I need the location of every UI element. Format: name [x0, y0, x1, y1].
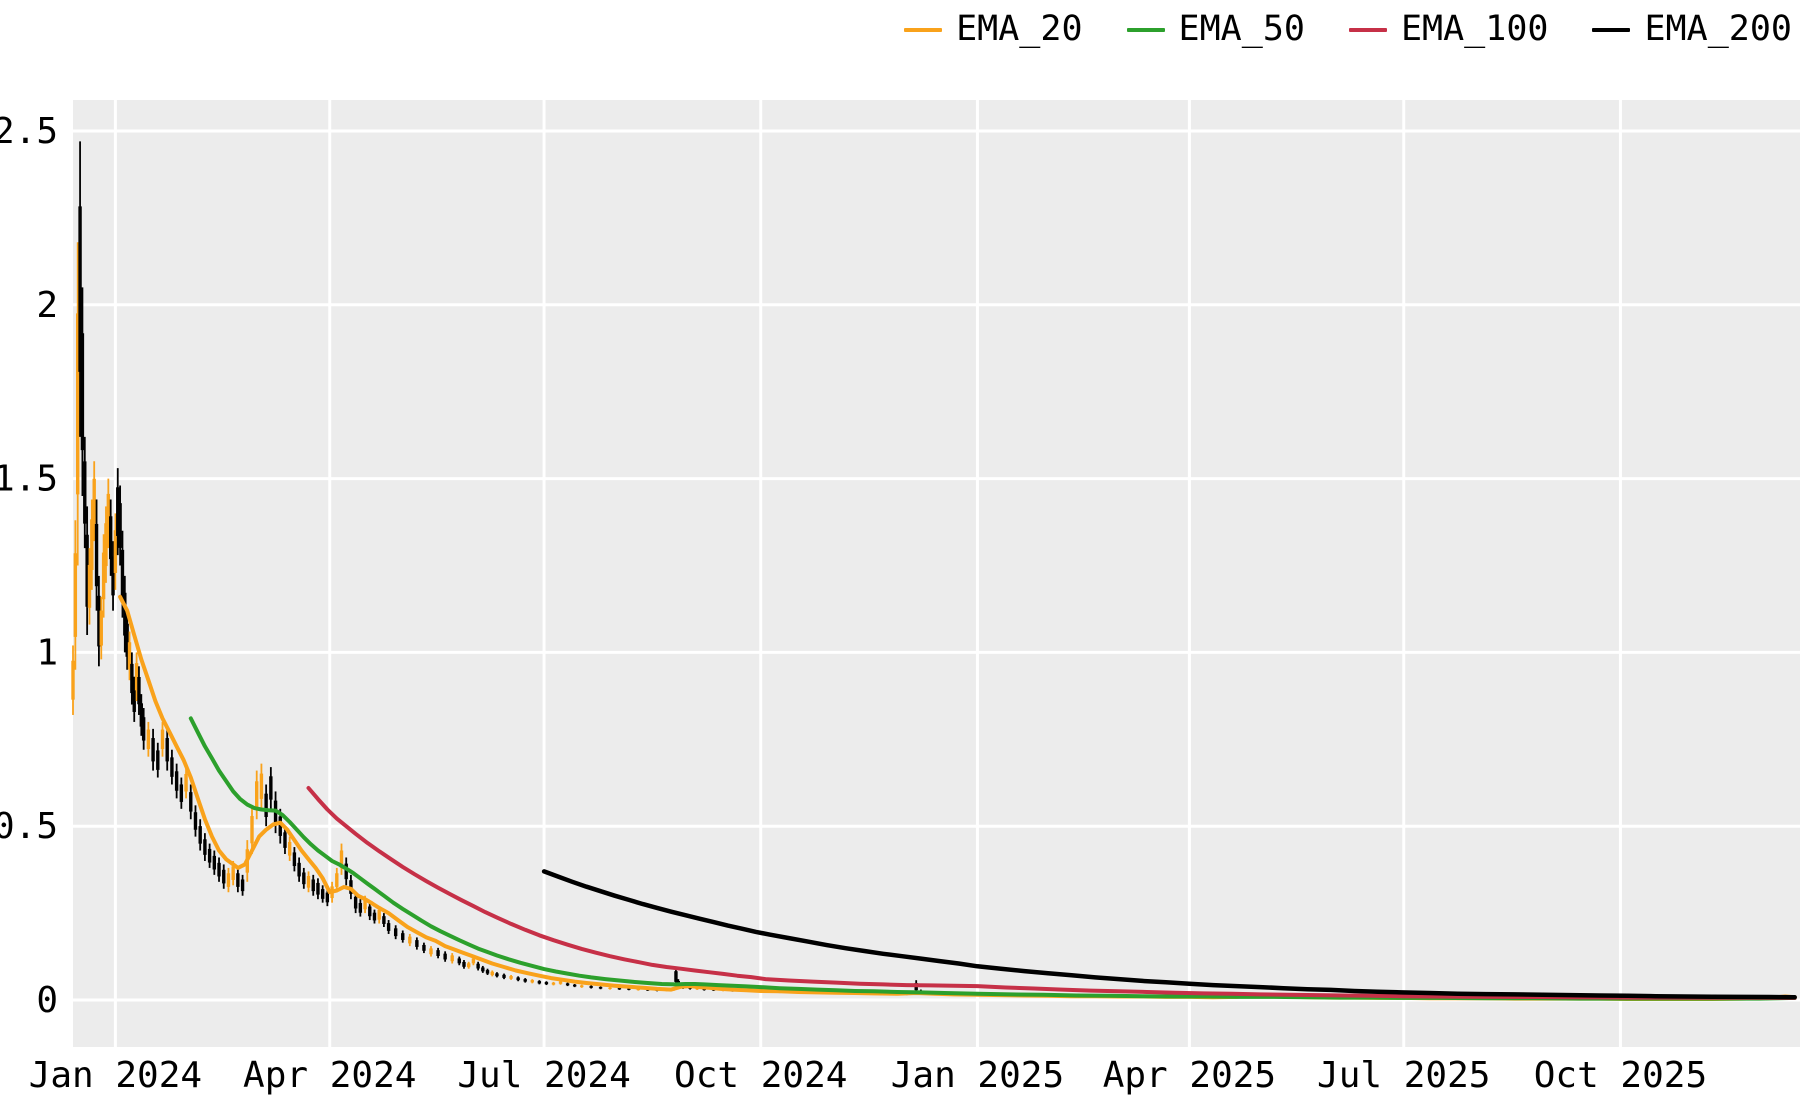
y-axis-tick-label: 2.5 — [0, 111, 58, 152]
chart-legend: EMA_20 EMA_50 EMA_100 EMA_200 — [904, 12, 1792, 47]
legend-label: EMA_200 — [1644, 9, 1792, 49]
y-axis-tick-label: 0 — [36, 980, 58, 1021]
x-axis-tick-label: Oct 2025 — [1534, 1055, 1707, 1096]
y-axis-tick-label: 1.5 — [0, 459, 58, 500]
y-axis-tick-label: 2 — [36, 285, 58, 326]
x-axis-tick-label: Jan 2024 — [29, 1055, 202, 1096]
legend-item-ema-50: EMA_50 — [1126, 9, 1305, 49]
legend-item-ema-100: EMA_100 — [1348, 9, 1549, 49]
x-axis-tick-label: Jan 2025 — [891, 1055, 1064, 1096]
legend-label: EMA_20 — [956, 9, 1083, 49]
legend-label: EMA_50 — [1178, 9, 1305, 49]
legend-line-swatch-icon — [904, 27, 943, 32]
legend-item-ema-20: EMA_20 — [904, 9, 1083, 49]
x-axis-tick-label: Apr 2024 — [243, 1055, 416, 1096]
x-axis-tick-label: Jul 2025 — [1317, 1055, 1490, 1096]
legend-line-swatch-icon — [1348, 27, 1387, 32]
x-axis-tick-label: Apr 2025 — [1103, 1055, 1276, 1096]
y-axis-tick-label: 1 — [36, 632, 58, 673]
legend-line-swatch-icon — [1126, 27, 1165, 32]
x-axis-tick-label: Oct 2024 — [674, 1055, 847, 1096]
x-axis-tick-label: Jul 2024 — [457, 1055, 630, 1096]
legend-item-ema-200: EMA_200 — [1592, 12, 1792, 47]
legend-line-swatch-icon — [1592, 27, 1631, 32]
legend-label: EMA_100 — [1400, 9, 1549, 49]
y-axis-tick-label: 0.5 — [0, 806, 58, 847]
